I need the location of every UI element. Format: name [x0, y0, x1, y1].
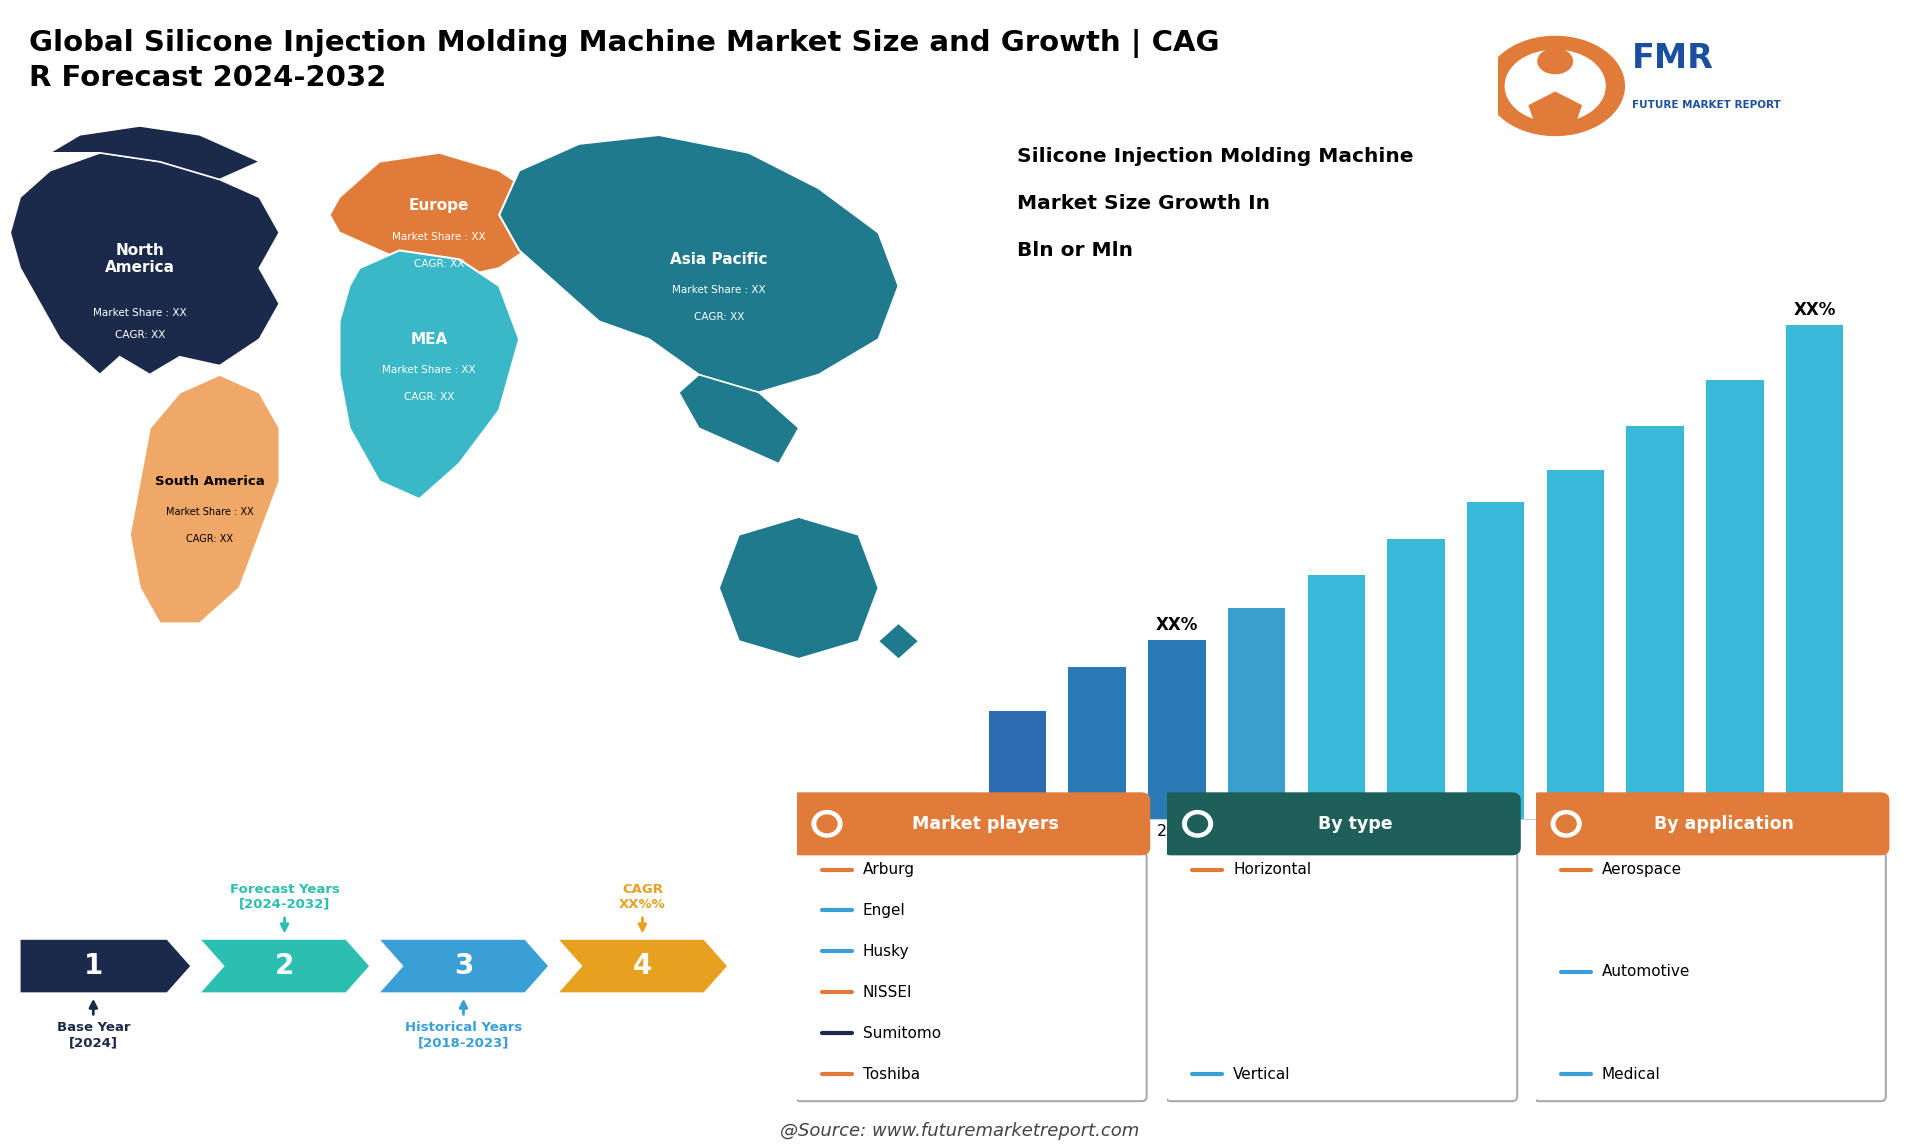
Bar: [989, 711, 1046, 819]
Text: 4: 4: [634, 952, 653, 980]
Polygon shape: [376, 939, 549, 994]
Text: By application: By application: [1655, 815, 1793, 833]
Bar: [1626, 426, 1684, 819]
Circle shape: [1183, 810, 1212, 837]
Circle shape: [1557, 815, 1576, 833]
FancyBboxPatch shape: [791, 792, 1150, 855]
Text: 1: 1: [84, 952, 104, 980]
Text: 3: 3: [453, 952, 472, 980]
Text: Market Share : XX: Market Share : XX: [672, 285, 766, 296]
Text: Market Size Growth In: Market Size Growth In: [1018, 195, 1271, 213]
Text: Aerospace: Aerospace: [1601, 862, 1682, 877]
Text: Asia Pacific: Asia Pacific: [670, 252, 768, 267]
Bar: [1308, 575, 1365, 819]
Text: CAGR: XX: CAGR: XX: [693, 312, 745, 322]
Polygon shape: [10, 152, 280, 375]
Text: Engel: Engel: [862, 903, 904, 918]
Text: Base Year
[2024]: Base Year [2024]: [56, 1021, 131, 1050]
Text: Historical Years
[2018-2023]: Historical Years [2018-2023]: [405, 1021, 522, 1050]
Bar: [1786, 325, 1843, 819]
Polygon shape: [718, 517, 879, 659]
Text: Silicone Injection Molding Machine: Silicone Injection Molding Machine: [1018, 148, 1413, 166]
Polygon shape: [680, 375, 799, 463]
Polygon shape: [330, 152, 540, 277]
Text: Horizontal: Horizontal: [1233, 862, 1311, 877]
Text: Market Share : XX: Market Share : XX: [165, 508, 253, 517]
Polygon shape: [557, 939, 730, 994]
Bar: [1068, 667, 1125, 819]
Text: Sumitomo: Sumitomo: [862, 1026, 941, 1041]
Text: Market players: Market players: [912, 815, 1058, 833]
Circle shape: [1538, 49, 1572, 73]
Text: @Source: www.futuremarketreport.com: @Source: www.futuremarketreport.com: [780, 1122, 1140, 1140]
Bar: [1707, 379, 1764, 819]
Text: CAGR: XX: CAGR: XX: [403, 392, 455, 402]
Text: Toshiba: Toshiba: [862, 1067, 920, 1082]
Text: North
America: North America: [106, 243, 175, 275]
Text: FUTURE MARKET REPORT: FUTURE MARKET REPORT: [1632, 100, 1780, 110]
Text: By type: By type: [1319, 815, 1392, 833]
Bar: [1229, 607, 1284, 819]
Text: Bln or Mln: Bln or Mln: [1018, 242, 1133, 260]
Text: Arburg: Arburg: [862, 862, 914, 877]
Text: Vertical: Vertical: [1233, 1067, 1290, 1082]
FancyBboxPatch shape: [1162, 792, 1521, 855]
Text: Market Share : XX: Market Share : XX: [382, 366, 476, 375]
Bar: [1467, 502, 1524, 819]
Text: MEA: MEA: [411, 331, 447, 347]
Text: Medical: Medical: [1601, 1067, 1661, 1082]
Text: NISSEI: NISSEI: [862, 984, 912, 1000]
Bar: [1548, 470, 1603, 819]
Text: XX%: XX%: [1793, 300, 1836, 319]
Text: CAGR: XX: CAGR: XX: [115, 330, 165, 339]
Bar: [1388, 540, 1444, 819]
Text: Europe: Europe: [409, 198, 470, 213]
Polygon shape: [50, 126, 259, 179]
Circle shape: [818, 815, 837, 833]
Circle shape: [1505, 50, 1605, 121]
Polygon shape: [499, 135, 899, 392]
Circle shape: [812, 810, 841, 837]
Circle shape: [1486, 37, 1624, 135]
Text: FMR: FMR: [1632, 42, 1715, 74]
Text: South America: South America: [156, 474, 265, 488]
Circle shape: [1188, 815, 1208, 833]
Text: CAGR
XX%%: CAGR XX%%: [618, 882, 666, 911]
Text: Forecast Years
[2024-2032]: Forecast Years [2024-2032]: [230, 882, 340, 911]
Text: CAGR: XX: CAGR: XX: [415, 259, 465, 268]
Text: 2: 2: [275, 952, 294, 980]
Polygon shape: [1528, 92, 1582, 127]
Polygon shape: [340, 250, 518, 500]
Text: Market Share : XX: Market Share : XX: [92, 307, 186, 317]
Polygon shape: [879, 623, 918, 659]
Text: CAGR: XX: CAGR: XX: [186, 534, 232, 544]
FancyBboxPatch shape: [1530, 792, 1889, 855]
Polygon shape: [198, 939, 371, 994]
Circle shape: [1551, 810, 1580, 837]
Text: XX%: XX%: [1156, 615, 1198, 634]
Bar: [1148, 641, 1206, 819]
Text: Husky: Husky: [862, 944, 908, 959]
Polygon shape: [131, 375, 280, 623]
Text: Market Share : XX: Market Share : XX: [392, 233, 486, 242]
Polygon shape: [19, 939, 192, 994]
Text: Global Silicone Injection Molding Machine Market Size and Growth | CAG
R Forecas: Global Silicone Injection Molding Machin…: [29, 29, 1219, 92]
Text: Automotive: Automotive: [1601, 965, 1690, 980]
